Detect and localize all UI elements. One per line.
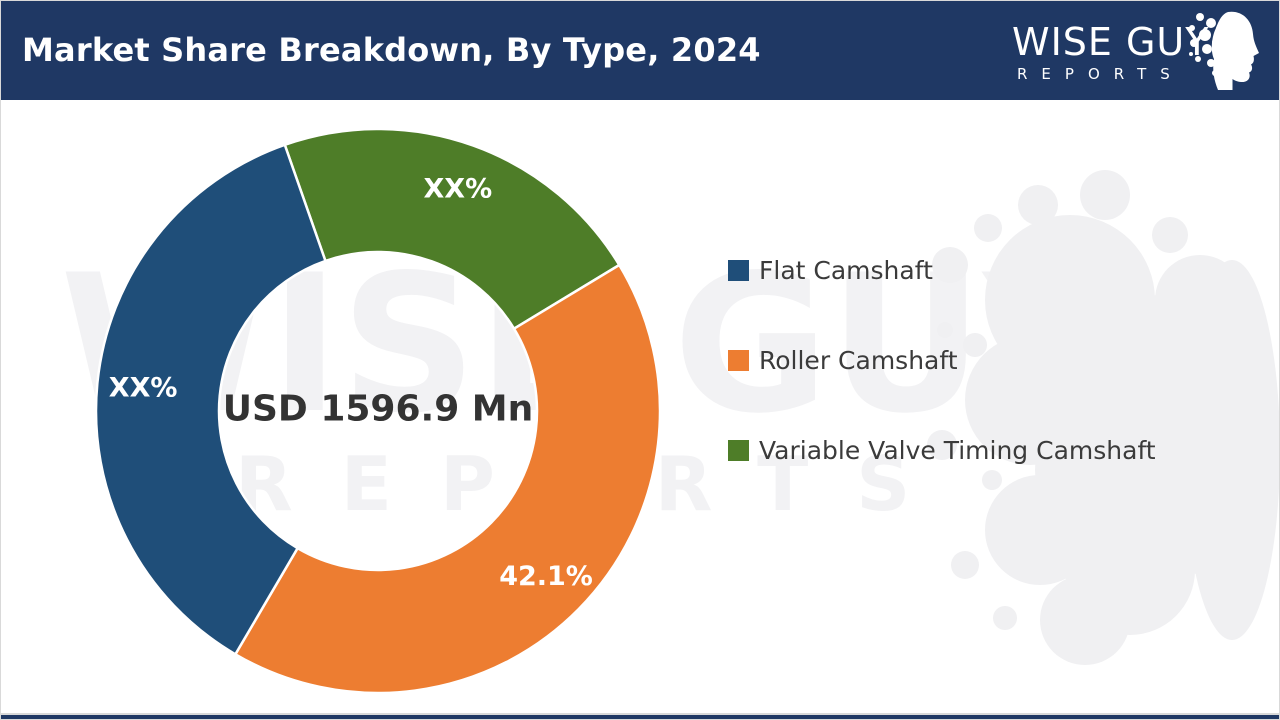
- legend-label: Roller Camshaft: [759, 345, 958, 375]
- donut-segment-variable-valve-timing-camshaft: [283, 127, 621, 331]
- logo-text: WISE GUY REPORTS: [1012, 22, 1209, 83]
- legend-label: Variable Valve Timing Camshaft: [759, 435, 1156, 465]
- footer-bar: [0, 715, 1280, 720]
- donut-segment-flat-camshaft: [94, 143, 328, 656]
- logo-brand-sub: REPORTS: [1017, 65, 1184, 83]
- chart-legend: Flat Camshaft Roller Camshaft Variable Val…: [728, 255, 1156, 525]
- segment-label: 42.1%: [499, 561, 593, 592]
- page-title: Market Share Breakdown, By Type, 2024: [22, 31, 761, 69]
- legend-item-roller-camshaft: Roller Camshaft: [728, 345, 1156, 375]
- wiseguy-logo: WISE GUY REPORTS: [1012, 6, 1262, 94]
- segment-label: XX%: [423, 173, 492, 204]
- legend-item-variable-valve-timing-camshaft: Variable Valve Timing Camshaft: [728, 435, 1156, 465]
- legend-swatch-icon: [728, 439, 749, 461]
- legend-swatch-icon: [728, 349, 749, 371]
- legend-label: Flat Camshaft: [759, 255, 933, 285]
- footer-divider-line: [0, 713, 1280, 715]
- segment-label: XX%: [109, 373, 178, 404]
- header-bar: Market Share Breakdown, By Type, 2024 WI…: [0, 0, 1280, 100]
- wiseguy-face-logo-icon: [1189, 11, 1259, 91]
- chart-center-value: USD 1596.9 Mn: [222, 388, 534, 430]
- legend-swatch-icon: [728, 259, 749, 281]
- legend-item-flat-camshaft: Flat Camshaft: [728, 255, 1156, 285]
- logo-brand-name: WISE GUY: [1012, 20, 1210, 64]
- donut-segment-roller-camshaft: [233, 263, 662, 695]
